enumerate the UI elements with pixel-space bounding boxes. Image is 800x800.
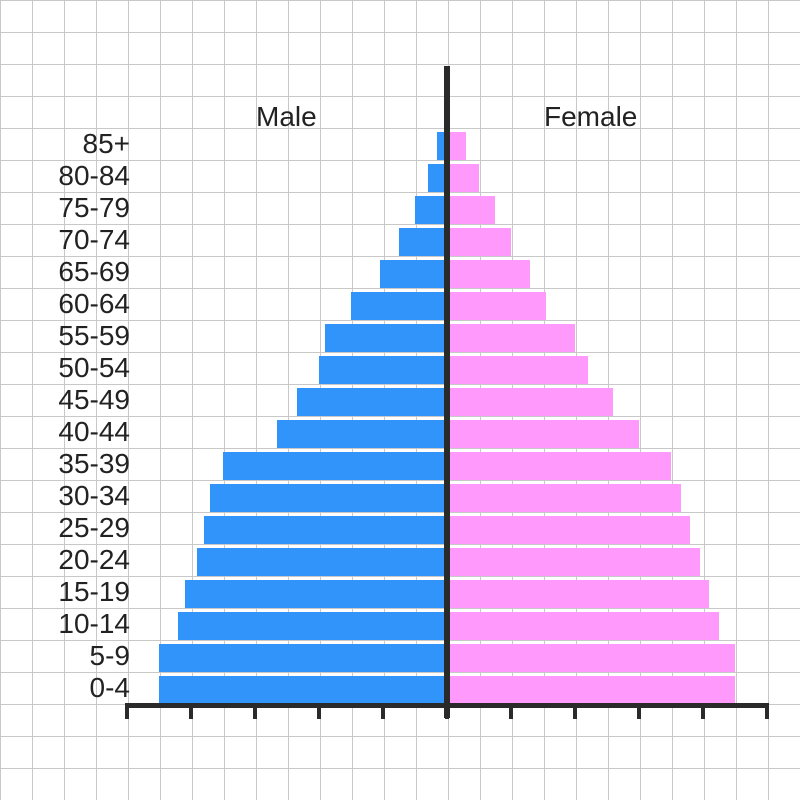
axis-tick [573, 703, 577, 719]
male-bar [399, 228, 447, 256]
female-bar [447, 196, 495, 224]
male-bar [223, 452, 447, 480]
male-bar [197, 548, 447, 576]
male-bar [296, 388, 447, 416]
age-label: 60-64 [58, 288, 130, 319]
female-bar [447, 324, 575, 352]
axis-tick [445, 703, 449, 719]
axis-tick [317, 703, 321, 719]
female-bar [447, 676, 735, 704]
axis-tick [253, 703, 257, 719]
male-bar [351, 292, 447, 320]
male-bar [427, 164, 447, 192]
axis-tick [637, 703, 641, 719]
male-bar [210, 484, 447, 512]
axis-tick [125, 703, 129, 719]
female-bar [447, 612, 719, 640]
female-bar [447, 644, 735, 672]
female-bar [447, 452, 671, 480]
axis-tick [189, 703, 193, 719]
male-header: Male [256, 101, 317, 132]
male-bar [379, 260, 447, 288]
female-bar [447, 580, 710, 608]
age-label: 80-84 [58, 160, 130, 191]
age-label: 45-49 [58, 384, 130, 415]
male-bar [203, 516, 447, 544]
female-bar [447, 548, 700, 576]
age-label: 40-44 [58, 416, 130, 447]
male-bar [319, 356, 447, 384]
male-bar [415, 196, 447, 224]
male-bar [159, 676, 447, 704]
female-bar [447, 388, 614, 416]
age-label: 30-34 [58, 480, 130, 511]
female-header: Female [544, 101, 638, 132]
age-label: 65-69 [58, 256, 130, 287]
age-label: 10-14 [58, 608, 130, 639]
axis-tick [701, 703, 705, 719]
female-bar [447, 484, 681, 512]
age-label: 35-39 [58, 448, 130, 479]
axis-tick [765, 703, 769, 719]
age-label: 50-54 [58, 352, 130, 383]
age-label: 5-9 [89, 640, 130, 671]
axis-tick [381, 703, 385, 719]
age-label: 0-4 [89, 672, 130, 703]
age-label: 85+ [82, 128, 131, 159]
male-bar [159, 644, 447, 672]
axis-tick [509, 703, 513, 719]
female-bar [447, 356, 588, 384]
age-label: 75-79 [58, 192, 130, 223]
female-bar [447, 292, 547, 320]
age-label: 70-74 [58, 224, 130, 255]
age-label: 20-24 [58, 544, 130, 575]
male-bar [325, 324, 447, 352]
age-label: 15-19 [58, 576, 130, 607]
female-bar [447, 228, 511, 256]
female-bar [447, 164, 479, 192]
age-label: 55-59 [58, 320, 130, 351]
female-bar [447, 260, 531, 288]
female-bar [447, 132, 467, 160]
age-label: 25-29 [58, 512, 130, 543]
female-bar [447, 420, 639, 448]
male-bar [184, 580, 447, 608]
female-bar [447, 516, 691, 544]
male-bar [277, 420, 447, 448]
male-bar [437, 132, 447, 160]
center-axis [444, 66, 450, 718]
male-bar [178, 612, 447, 640]
